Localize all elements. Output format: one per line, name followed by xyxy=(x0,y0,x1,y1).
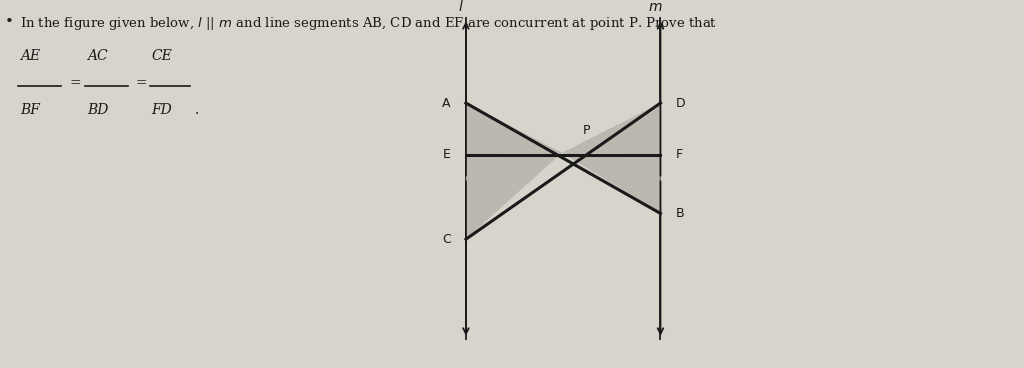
Text: F: F xyxy=(676,148,683,161)
Text: =: = xyxy=(135,76,146,90)
Text: B: B xyxy=(676,207,684,220)
Text: AE: AE xyxy=(20,49,41,63)
Text: E: E xyxy=(442,148,451,161)
Text: BF: BF xyxy=(20,103,40,117)
Text: •: • xyxy=(5,15,14,29)
Text: P: P xyxy=(583,124,590,137)
Text: AC: AC xyxy=(87,49,108,63)
Text: D: D xyxy=(676,96,685,110)
Polygon shape xyxy=(562,103,660,155)
Polygon shape xyxy=(466,153,562,239)
Polygon shape xyxy=(562,153,660,213)
Polygon shape xyxy=(466,103,562,155)
Text: $m$: $m$ xyxy=(648,0,663,14)
Text: .: . xyxy=(195,103,199,117)
Text: C: C xyxy=(441,233,451,246)
Text: In the figure given below, $l$ || $m$ and line segments AB, CD and EF are concur: In the figure given below, $l$ || $m$ an… xyxy=(20,15,718,32)
Text: BD: BD xyxy=(87,103,109,117)
Text: FD: FD xyxy=(152,103,172,117)
Text: A: A xyxy=(442,96,451,110)
Text: =: = xyxy=(70,76,81,90)
Text: $l$: $l$ xyxy=(458,0,464,14)
Text: CE: CE xyxy=(152,49,172,63)
